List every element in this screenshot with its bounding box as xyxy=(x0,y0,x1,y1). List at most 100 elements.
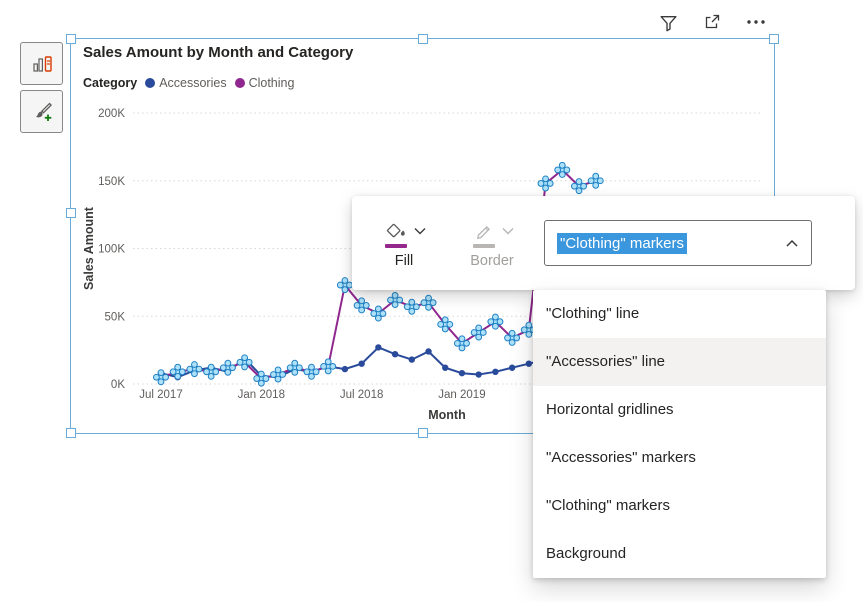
data-point-clothing[interactable] xyxy=(587,177,595,185)
data-point-accessories[interactable] xyxy=(492,368,499,376)
data-point-clothing[interactable] xyxy=(558,161,566,169)
data-point-clothing[interactable] xyxy=(370,310,378,317)
data-point-clothing[interactable] xyxy=(274,375,282,383)
data-point-clothing[interactable] xyxy=(525,321,533,329)
border-button[interactable]: Border xyxy=(448,220,536,269)
data-point-clothing[interactable] xyxy=(379,310,387,317)
data-point-clothing[interactable] xyxy=(178,368,186,376)
data-point-accessories[interactable] xyxy=(508,364,516,371)
data-point-clothing[interactable] xyxy=(341,286,349,294)
data-point-clothing[interactable] xyxy=(153,373,160,381)
data-point-clothing[interactable] xyxy=(437,320,445,328)
data-point-clothing[interactable] xyxy=(195,365,203,373)
data-point-clothing[interactable] xyxy=(580,182,588,190)
selection-handle[interactable] xyxy=(417,34,428,44)
data-point-clothing[interactable] xyxy=(492,322,499,330)
data-point-clothing[interactable] xyxy=(520,326,528,334)
format-visual-button[interactable] xyxy=(20,90,63,133)
data-point-clothing[interactable] xyxy=(262,375,270,382)
data-point-clothing[interactable] xyxy=(391,301,399,308)
focus-mode-icon[interactable] xyxy=(700,10,724,34)
data-point-clothing[interactable] xyxy=(492,313,499,321)
data-point-clothing[interactable] xyxy=(279,371,287,378)
data-point-clothing[interactable] xyxy=(396,296,404,304)
data-point-accessories[interactable] xyxy=(425,348,432,355)
data-point-clothing[interactable] xyxy=(387,296,394,304)
data-point-clothing[interactable] xyxy=(358,306,366,314)
selection-handle[interactable] xyxy=(66,428,76,438)
data-point-clothing[interactable] xyxy=(413,303,420,311)
data-point-clothing[interactable] xyxy=(312,368,320,376)
data-point-clothing[interactable] xyxy=(245,358,253,366)
selection-handle[interactable] xyxy=(769,34,779,44)
data-point-clothing[interactable] xyxy=(441,316,449,324)
data-point-accessories[interactable] xyxy=(375,344,382,351)
selection-handle[interactable] xyxy=(417,428,428,438)
data-point-clothing[interactable] xyxy=(207,363,215,371)
data-point-clothing[interactable] xyxy=(324,358,332,366)
data-point-clothing[interactable] xyxy=(162,373,169,381)
data-point-accessories[interactable] xyxy=(475,371,482,378)
dropdown-item[interactable]: "Accessories" markers xyxy=(546,449,696,466)
dropdown-item[interactable]: "Clothing" markers xyxy=(546,497,671,514)
data-point-accessories[interactable] xyxy=(442,364,449,371)
data-point-clothing[interactable] xyxy=(592,181,600,189)
data-point-clothing[interactable] xyxy=(458,335,466,343)
data-point-clothing[interactable] xyxy=(257,370,265,378)
data-point-clothing[interactable] xyxy=(236,358,244,366)
data-point-clothing[interactable] xyxy=(358,297,366,305)
data-point-clothing[interactable] xyxy=(496,318,504,326)
data-point-clothing[interactable] xyxy=(575,187,583,195)
filter-icon[interactable] xyxy=(656,10,680,34)
data-point-clothing[interactable] xyxy=(408,307,416,315)
data-point-clothing[interactable] xyxy=(441,325,449,333)
data-point-clothing[interactable] xyxy=(253,375,261,382)
data-point-clothing[interactable] xyxy=(362,302,370,309)
data-point-clothing[interactable] xyxy=(463,339,470,347)
data-point-clothing[interactable] xyxy=(229,364,236,372)
data-point-clothing[interactable] xyxy=(157,369,165,377)
data-point-clothing[interactable] xyxy=(542,184,549,192)
data-point-clothing[interactable] xyxy=(324,367,332,375)
data-point-clothing[interactable] xyxy=(174,373,182,380)
data-point-accessories[interactable] xyxy=(391,350,399,358)
data-point-clothing[interactable] xyxy=(157,378,165,386)
data-point-clothing[interactable] xyxy=(546,180,554,187)
data-point-clothing[interactable] xyxy=(425,294,432,302)
data-point-accessories[interactable] xyxy=(525,360,533,367)
data-point-clothing[interactable] xyxy=(270,371,277,378)
data-point-clothing[interactable] xyxy=(537,180,545,187)
dropdown-item[interactable]: "Clothing" line xyxy=(546,305,640,322)
data-point-clothing[interactable] xyxy=(169,368,177,376)
data-point-clothing[interactable] xyxy=(592,172,600,180)
data-point-clothing[interactable] xyxy=(186,365,194,373)
selection-handle[interactable] xyxy=(66,34,76,44)
data-point-clothing[interactable] xyxy=(554,166,562,174)
data-point-clothing[interactable] xyxy=(558,171,566,178)
data-point-clothing[interactable] xyxy=(571,182,578,190)
data-point-clothing[interactable] xyxy=(224,359,232,367)
data-point-clothing[interactable] xyxy=(479,329,487,336)
data-point-clothing[interactable] xyxy=(286,364,294,372)
format-target-combobox[interactable]: "Clothing" markers xyxy=(544,220,812,266)
data-point-clothing[interactable] xyxy=(295,364,303,372)
data-point-clothing[interactable] xyxy=(257,379,265,387)
data-point-clothing[interactable] xyxy=(308,373,315,380)
data-point-clothing[interactable] xyxy=(320,362,328,370)
data-point-clothing[interactable] xyxy=(475,333,483,341)
data-point-clothing[interactable] xyxy=(508,329,516,337)
data-point-clothing[interactable] xyxy=(391,291,399,299)
data-point-clothing[interactable] xyxy=(458,344,466,352)
data-point-clothing[interactable] xyxy=(224,368,232,376)
data-point-clothing[interactable] xyxy=(470,329,478,336)
data-point-clothing[interactable] xyxy=(207,373,215,380)
data-point-clothing[interactable] xyxy=(308,363,315,371)
data-point-clothing[interactable] xyxy=(203,368,210,376)
data-point-accessories[interactable] xyxy=(458,369,466,377)
data-point-clothing[interactable] xyxy=(329,362,337,370)
data-point-clothing[interactable] xyxy=(542,175,549,183)
data-point-clothing[interactable] xyxy=(336,281,344,289)
data-point-clothing[interactable] xyxy=(212,368,220,376)
data-point-clothing[interactable] xyxy=(191,370,198,378)
data-point-clothing[interactable] xyxy=(408,298,416,306)
